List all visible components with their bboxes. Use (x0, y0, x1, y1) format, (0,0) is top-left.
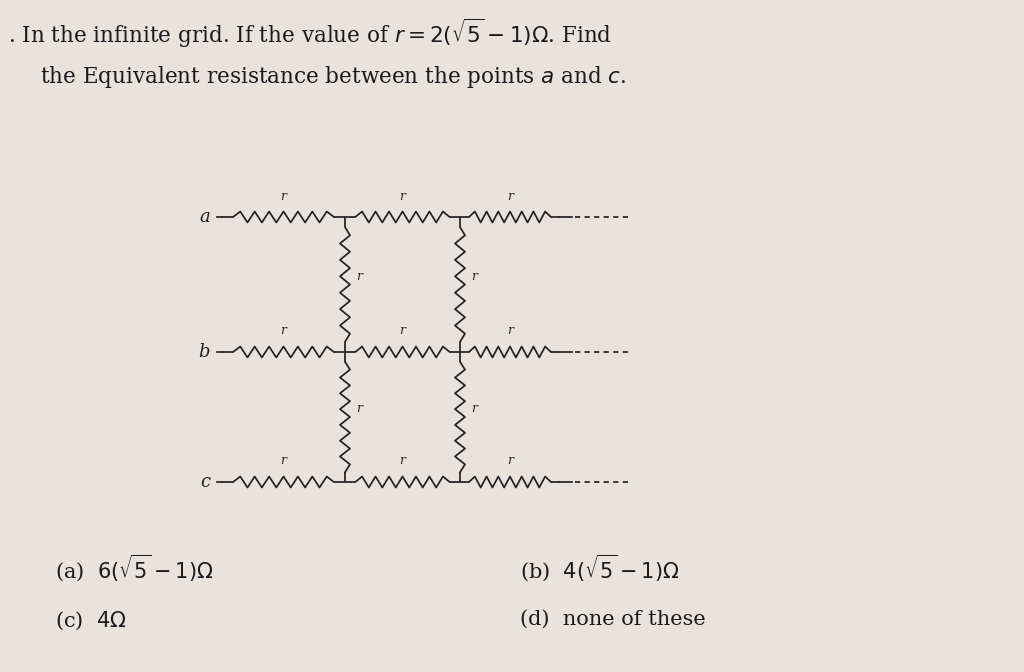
Text: a: a (200, 208, 210, 226)
Text: r: r (399, 325, 406, 337)
Text: (a)  $6(\sqrt{5}-1)\Omega$: (a) $6(\sqrt{5}-1)\Omega$ (55, 552, 214, 583)
Text: r: r (356, 270, 362, 283)
Text: . In the infinite grid. If the value of $r=2(\sqrt{5}-1)\Omega$. Find: . In the infinite grid. If the value of … (8, 17, 612, 50)
Text: r: r (507, 190, 513, 202)
Text: r: r (471, 270, 477, 283)
Text: (c)  $4\Omega$: (c) $4\Omega$ (55, 610, 127, 632)
Text: r: r (471, 403, 477, 415)
Text: r: r (399, 454, 406, 468)
Text: r: r (507, 325, 513, 337)
Text: r: r (399, 190, 406, 202)
Text: (b)  $4(\sqrt{5}-1)\Omega$: (b) $4(\sqrt{5}-1)\Omega$ (520, 552, 680, 583)
Text: r: r (281, 190, 287, 202)
Text: r: r (507, 454, 513, 468)
Text: r: r (281, 325, 287, 337)
Text: b: b (199, 343, 210, 361)
Text: r: r (356, 403, 362, 415)
Text: c: c (200, 473, 210, 491)
Text: (d)  none of these: (d) none of these (520, 610, 706, 629)
Text: r: r (281, 454, 287, 468)
Text: the Equivalent resistance between the points $a$ and $c$.: the Equivalent resistance between the po… (40, 64, 627, 90)
